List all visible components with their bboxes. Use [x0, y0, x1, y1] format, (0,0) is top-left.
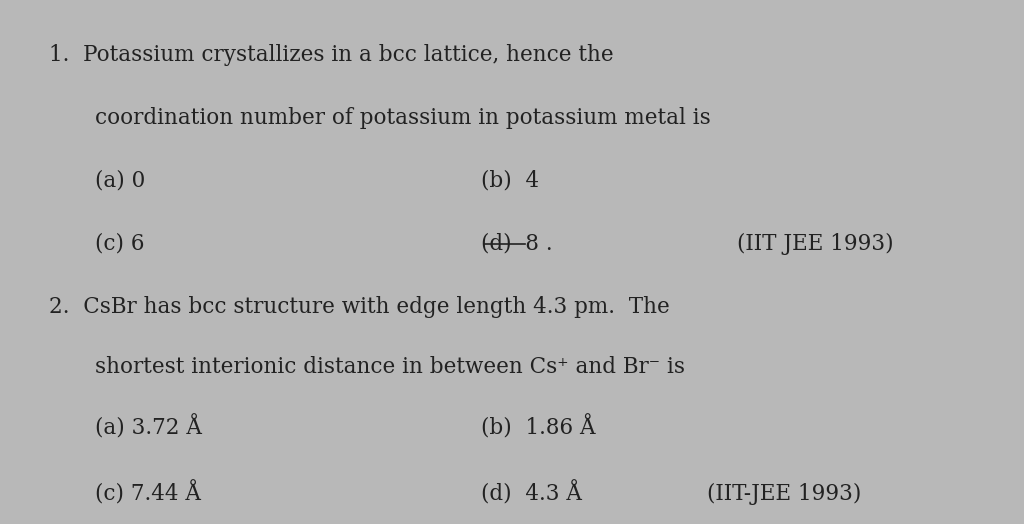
- Text: (b)  4: (b) 4: [481, 170, 540, 192]
- Text: (d)  8 .: (d) 8 .: [481, 233, 553, 255]
- Text: (d)  4.3 Å: (d) 4.3 Å: [481, 482, 583, 506]
- Text: coordination number of potassium in potassium metal is: coordination number of potassium in pota…: [95, 107, 711, 129]
- Text: shortest interionic distance in between Cs⁺ and Br⁻ is: shortest interionic distance in between …: [95, 356, 685, 378]
- Text: (a) 0: (a) 0: [95, 170, 145, 192]
- Text: (IIT JEE 1993): (IIT JEE 1993): [737, 233, 894, 255]
- Text: (IIT-JEE 1993): (IIT-JEE 1993): [707, 483, 861, 505]
- Text: 1.  Potassium crystallizes in a bcc lattice, hence the: 1. Potassium crystallizes in a bcc latti…: [49, 44, 613, 66]
- Text: 2.  CsBr has bcc structure with edge length 4.3 pm.  The: 2. CsBr has bcc structure with edge leng…: [49, 296, 670, 318]
- Text: (c) 6: (c) 6: [95, 233, 144, 255]
- Text: (b)  1.86 Å: (b) 1.86 Å: [481, 415, 596, 439]
- Text: (a) 3.72 Å: (a) 3.72 Å: [95, 415, 202, 439]
- Text: (c) 7.44 Å: (c) 7.44 Å: [95, 482, 201, 506]
